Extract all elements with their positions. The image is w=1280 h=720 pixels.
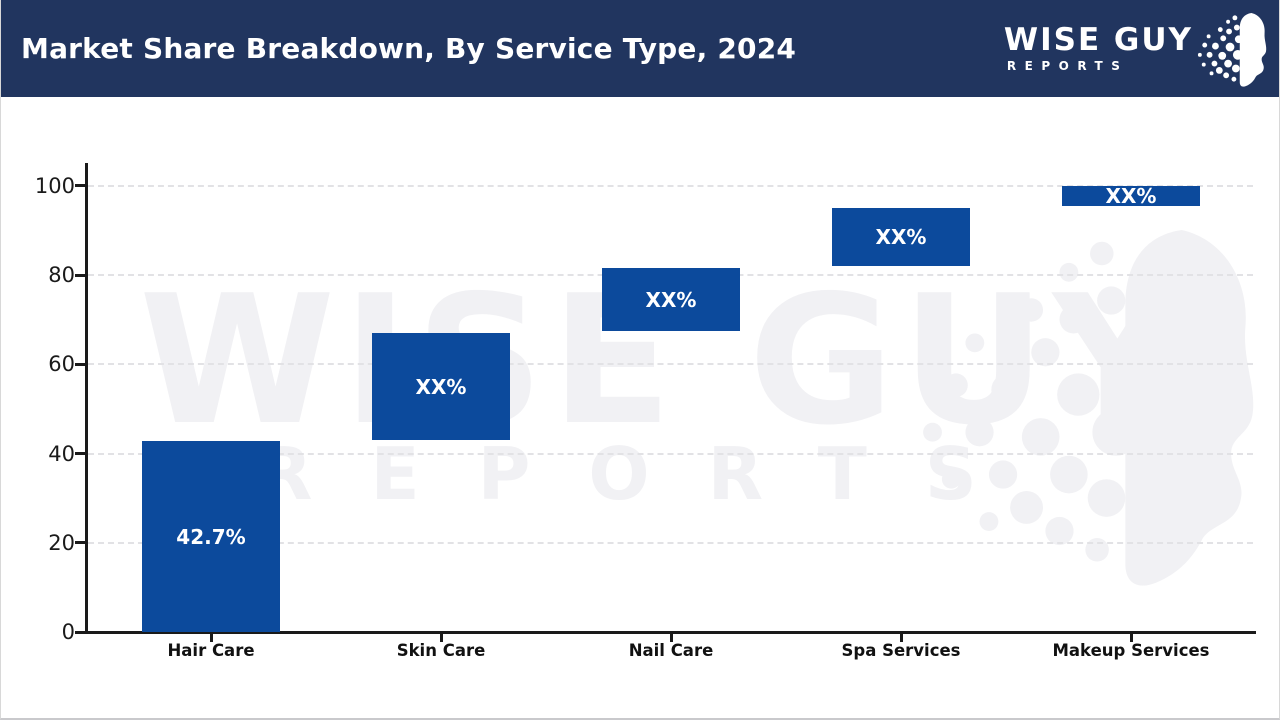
gridline-20 (88, 541, 1253, 544)
y-tick-label: 0 (61, 620, 75, 644)
y-tick-60 (75, 362, 87, 366)
bar-spa-services: XX% (832, 208, 970, 267)
watermark-subtitle: REPORTS (257, 432, 1035, 516)
header: Market Share Breakdown, By Service Type,… (1, 0, 1279, 97)
x-tick-2 (439, 633, 443, 642)
logo-subtitle: REPORTS (1006, 59, 1129, 73)
page-title: Market Share Breakdown, By Service Type,… (21, 32, 797, 65)
y-tick-label: 60 (48, 352, 75, 377)
x-axis (85, 630, 1256, 634)
wise-guy-reports-logo: WISE GUY REPORTS (1004, 10, 1267, 88)
logo-wordmark: WISE GUY (1003, 22, 1193, 58)
x-tick-label: Nail Care (628, 641, 714, 660)
y-tick-80 (75, 273, 87, 277)
bar-value-label: 42.7% (176, 524, 246, 549)
x-tick-label: Hair Care (167, 641, 255, 660)
y-tick-label: 20 (48, 530, 75, 555)
y-axis (85, 163, 88, 634)
x-tick-label: Spa Services (841, 641, 961, 660)
y-tick-20 (75, 541, 87, 545)
gridline-40 (88, 452, 1253, 455)
logo-face-icon (1197, 12, 1267, 87)
y-tick-100 (75, 184, 87, 188)
x-tick-4 (899, 633, 903, 642)
gridline-100 (88, 184, 1253, 187)
y-tick-40 (75, 452, 87, 456)
x-tick-label: Skin Care (396, 641, 486, 660)
x-tick-1 (209, 633, 213, 642)
bar-hair-care: 42.7% (142, 441, 280, 632)
y-tick-label: 40 (48, 441, 75, 466)
bar-value-label: XX% (875, 225, 927, 250)
x-tick-3 (669, 633, 673, 642)
watermark-face-icon (923, 230, 1254, 586)
bar-value-label: XX% (415, 374, 467, 399)
x-tick-5 (1129, 633, 1133, 642)
y-tick-0 (75, 630, 87, 634)
bar-value-label: XX% (1105, 183, 1157, 208)
x-tick-label: Makeup Services (1052, 641, 1210, 660)
bar-nail-care: XX% (602, 268, 740, 331)
y-tick-label: 80 (48, 263, 75, 288)
y-tick-label: 100 (34, 173, 75, 198)
bar-value-label: XX% (645, 287, 697, 312)
bar-skin-care: XX% (372, 333, 510, 441)
gridline-60 (88, 363, 1253, 366)
bar-makeup-services: XX% (1062, 183, 1200, 208)
